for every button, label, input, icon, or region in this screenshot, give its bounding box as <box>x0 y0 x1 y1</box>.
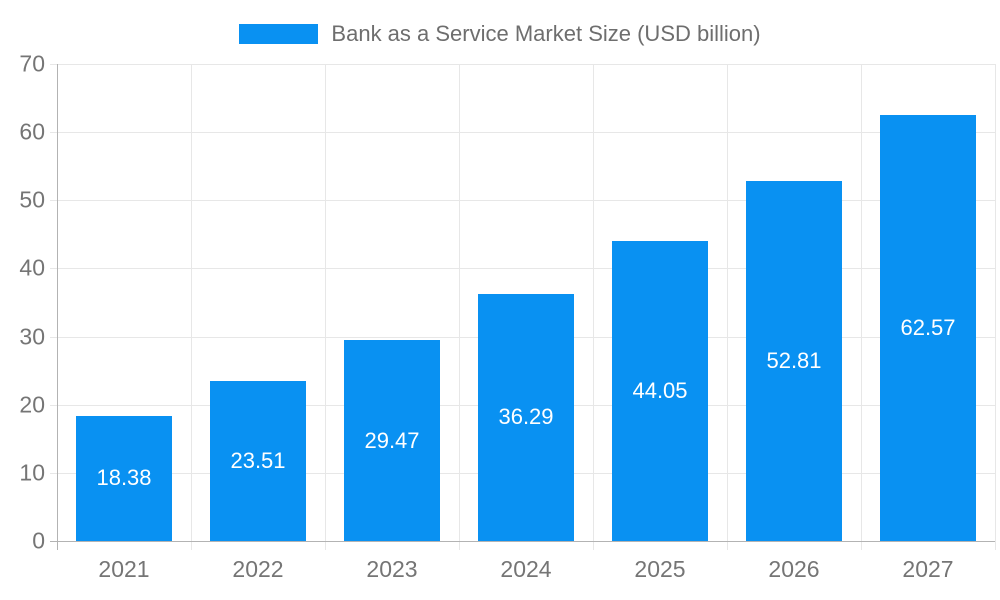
gridline-vertical <box>191 64 192 541</box>
x-tick-mark <box>995 541 996 550</box>
y-tick-mark <box>50 404 57 406</box>
y-tick-mark <box>50 268 57 270</box>
y-axis-line <box>57 64 58 550</box>
gridline-vertical <box>995 64 996 541</box>
y-tick-label: 70 <box>19 50 45 77</box>
x-tick-mark <box>593 541 594 550</box>
bar-value-label: 29.47 <box>364 427 420 453</box>
x-tick-label: 2026 <box>768 556 820 582</box>
bar-value-label: 52.81 <box>766 348 822 374</box>
y-tick-mark <box>50 200 57 202</box>
x-tick-mark <box>325 541 326 550</box>
x-tick-mark <box>861 541 862 550</box>
bar[interactable]: 18.38 <box>76 415 172 541</box>
legend-swatch-icon <box>239 24 319 44</box>
legend[interactable]: Bank as a Service Market Size (USD billi… <box>0 21 1000 47</box>
bar[interactable]: 36.29 <box>478 293 574 541</box>
gridline-vertical <box>325 64 326 541</box>
bar-value-label: 18.38 <box>96 465 152 491</box>
gridline-horizontal <box>57 200 995 202</box>
bar-value-label: 36.29 <box>498 404 554 430</box>
x-tick-label: 2021 <box>98 556 150 582</box>
x-tick-label: 2027 <box>902 556 954 582</box>
y-tick-label: 30 <box>19 323 45 350</box>
bar-value-label: 44.05 <box>632 377 688 403</box>
gridline-horizontal <box>57 64 995 65</box>
x-tick-label: 2023 <box>366 556 418 582</box>
y-tick-mark <box>50 472 57 474</box>
bar[interactable]: 29.47 <box>344 340 440 541</box>
bar[interactable]: 62.57 <box>880 114 976 541</box>
gridline-vertical <box>861 64 862 541</box>
gridline-horizontal <box>57 268 995 270</box>
bar[interactable]: 44.05 <box>612 240 708 541</box>
y-tick-label: 60 <box>19 118 45 145</box>
x-tick-mark <box>727 541 728 550</box>
y-tick-label: 50 <box>19 186 45 213</box>
gridline-vertical <box>593 64 594 541</box>
plot-area: 18.38 23.51 29.47 36.29 44.05 52.81 62.57 <box>50 64 996 550</box>
y-tick-mark <box>50 132 57 134</box>
y-tick-label: 40 <box>19 254 45 281</box>
y-tick-label: 10 <box>19 459 45 486</box>
y-tick-label: 0 <box>32 527 45 554</box>
bar[interactable]: 52.81 <box>746 181 842 541</box>
legend-label: Bank as a Service Market Size (USD billi… <box>331 21 761 46</box>
bar-value-label: 62.57 <box>900 314 956 340</box>
x-tick-label: 2022 <box>232 556 284 582</box>
x-tick-label: 2024 <box>500 556 552 582</box>
y-tick-mark <box>50 64 57 65</box>
x-tick-mark <box>191 541 192 550</box>
y-tick-mark <box>50 336 57 338</box>
x-tick-label: 2025 <box>634 556 686 582</box>
x-tick-mark <box>459 541 460 550</box>
bar-value-label: 23.51 <box>230 447 286 473</box>
gridline-horizontal <box>57 132 995 134</box>
bar[interactable]: 23.51 <box>210 380 306 541</box>
y-tick-label: 20 <box>19 391 45 418</box>
x-axis-line <box>50 541 995 542</box>
gridline-vertical <box>727 64 728 541</box>
gridline-vertical <box>459 64 460 541</box>
